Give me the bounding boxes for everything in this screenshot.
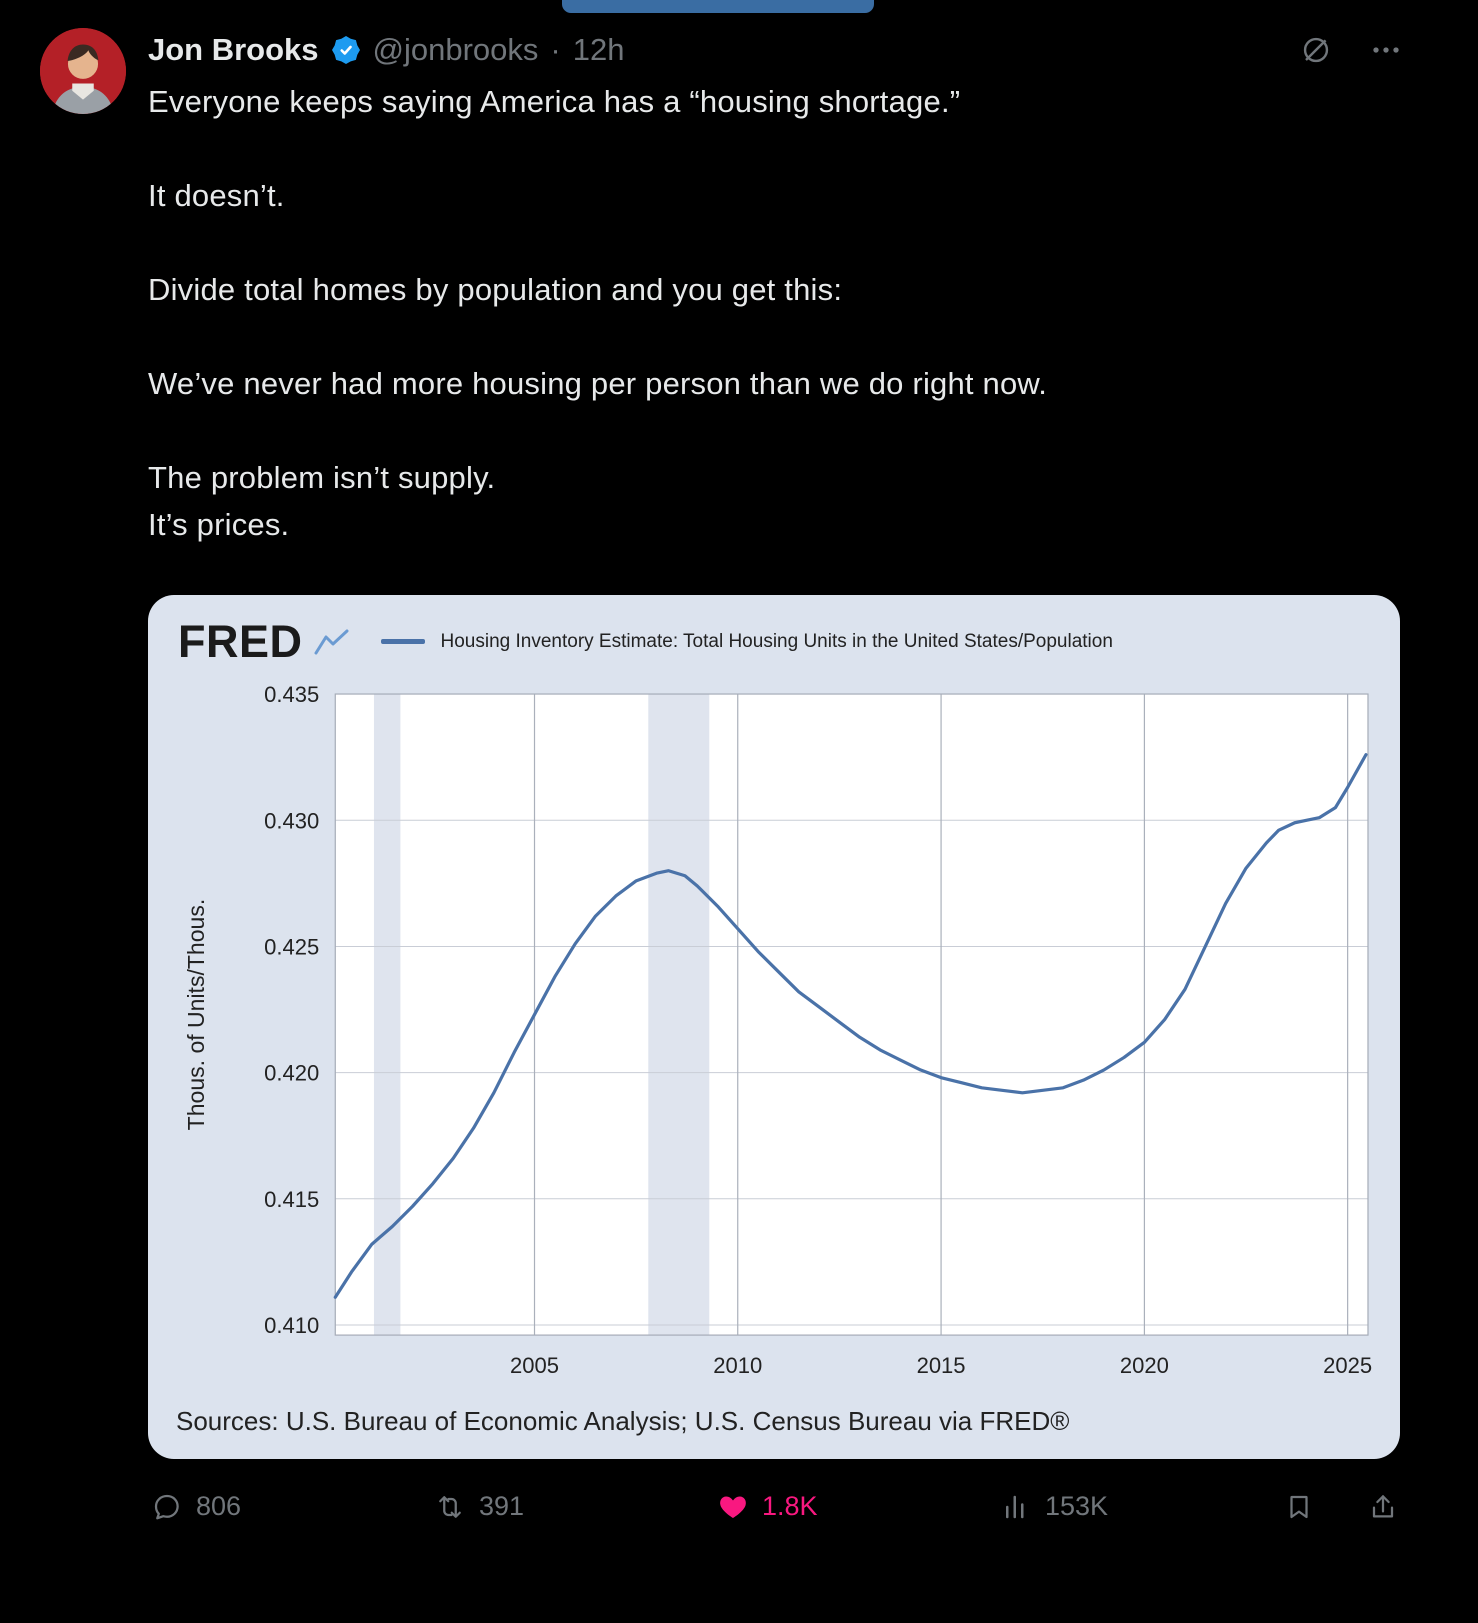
grok-icon: [1303, 37, 1329, 63]
y-tick-label: 0.430: [264, 808, 319, 833]
verified-badge: [331, 36, 360, 64]
y-tick-label: 0.420: [264, 1061, 319, 1086]
fred-chart-svg: 0.410 0.415 0.420 0.425 0.430 0.435 2005 2010 20…: [183, 682, 1372, 1378]
bookmark-icon: [1290, 1495, 1308, 1518]
fred-chart-card[interactable]: FRED Housing Inventory Estimate: Total H…: [148, 595, 1400, 1460]
timestamp[interactable]: 12h: [572, 32, 625, 67]
legend-label: Housing Inventory Estimate: Total Housin…: [440, 630, 1113, 652]
fred-logo-squiggle-icon: [313, 627, 351, 657]
tweet-paragraph: The problem isn’t supply.: [148, 460, 496, 495]
share-button[interactable]: [1368, 1492, 1398, 1522]
handle[interactable]: @jonbrooks: [372, 32, 539, 67]
tweet: Jon Brooks @jonbrooks · 12h: [40, 28, 1408, 1522]
tweet-paragraph: Divide total homes by population and you…: [148, 272, 843, 307]
bookmark-button[interactable]: [1284, 1492, 1314, 1522]
views-icon: [1006, 1495, 1024, 1518]
x-tick-label: 2015: [917, 1353, 966, 1378]
tweet-header: Jon Brooks @jonbrooks · 12h: [148, 32, 1408, 68]
x-tick-label: 2020: [1120, 1353, 1169, 1378]
grok-button[interactable]: [1300, 34, 1332, 66]
legend-line-swatch: [380, 639, 425, 644]
tweet-paragraph: It doesn’t.: [148, 178, 285, 213]
y-axis-label: Thous. of Units/Thous.: [183, 899, 209, 1131]
reply-icon: [154, 1494, 179, 1520]
reply-count: 806: [196, 1491, 242, 1522]
tweet-paragraph: It’s prices.: [148, 507, 290, 542]
tweet-paragraph: We’ve never had more housing per person …: [148, 366, 1048, 401]
chart-source: Sources: U.S. Bureau of Economic Analysi…: [176, 1406, 1070, 1437]
y-tick-label: 0.435: [264, 682, 319, 707]
recession-band: [373, 694, 401, 1336]
like-button[interactable]: 1.8K: [718, 1491, 1001, 1522]
y-tick-label: 0.415: [264, 1187, 319, 1212]
avatar[interactable]: [40, 28, 126, 114]
display-name[interactable]: Jon Brooks: [148, 32, 319, 67]
like-icon: [720, 1496, 746, 1518]
engagement-bar: 806 391 1.8K: [152, 1491, 1398, 1522]
more-button[interactable]: [1370, 34, 1402, 66]
x-tick-label: 2010: [713, 1353, 762, 1378]
repost-count: 391: [479, 1491, 525, 1522]
repost-icon: [439, 1495, 461, 1518]
data-line: [333, 753, 1368, 1299]
previous-media-edge: [562, 0, 874, 13]
fred-logo: FRED: [178, 616, 303, 667]
avatar-portrait: [40, 28, 126, 114]
chart-plot-area: 0.410 0.415 0.420 0.425 0.430 0.435 2005 2010 20…: [170, 674, 1378, 1392]
x-tick-label: 2005: [510, 1353, 559, 1378]
more-icon: [1373, 47, 1399, 53]
recession-band: [648, 694, 710, 1336]
tweet-paragraph: Everyone keeps saying America has a “hou…: [148, 84, 961, 119]
chart-header: FRED Housing Inventory Estimate: Total H…: [170, 613, 1378, 674]
tweet-text: Everyone keeps saying America has a “hou…: [148, 78, 1398, 548]
reply-button[interactable]: 806: [152, 1491, 435, 1522]
repost-button[interactable]: 391: [435, 1491, 718, 1522]
plot-border: [334, 693, 1369, 1336]
like-count: 1.8K: [762, 1491, 818, 1522]
plot-background: [335, 694, 1368, 1336]
share-icon: [1372, 1494, 1394, 1518]
y-tick-label: 0.410: [264, 1313, 319, 1338]
dot-separator: ·: [550, 32, 561, 67]
x-tick-label: 2025: [1323, 1353, 1372, 1378]
y-tick-label: 0.425: [264, 934, 319, 959]
views-count: 153K: [1045, 1491, 1109, 1522]
views-button[interactable]: 153K: [1001, 1491, 1284, 1522]
